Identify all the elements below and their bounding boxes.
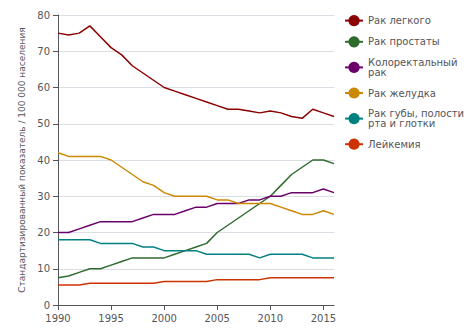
svg-text:Рак легкого: Рак легкого	[368, 15, 431, 26]
svg-text:2015: 2015	[311, 313, 336, 324]
svg-text:1990: 1990	[45, 313, 70, 324]
svg-text:Рак желудка: Рак желудка	[368, 88, 436, 99]
svg-text:2005: 2005	[205, 313, 230, 324]
svg-text:1995: 1995	[98, 313, 123, 324]
svg-text:Рак простаты: Рак простаты	[368, 36, 440, 47]
svg-text:10: 10	[37, 263, 50, 274]
svg-text:Колоректальный: Колоректальный	[368, 56, 458, 68]
svg-text:60: 60	[37, 82, 50, 93]
svg-text:рак: рак	[368, 67, 387, 78]
svg-text:Стандартизированный показатель: Стандартизированный показатель / 100 000…	[17, 27, 27, 292]
svg-text:2010: 2010	[258, 313, 283, 324]
svg-text:70: 70	[37, 46, 50, 57]
svg-text:Рак губы, полости: Рак губы, полости	[368, 108, 464, 120]
svg-text:Лейкемия: Лейкемия	[368, 139, 420, 150]
svg-text:0: 0	[44, 300, 50, 311]
svg-text:20: 20	[37, 227, 50, 238]
svg-text:2000: 2000	[151, 313, 176, 324]
svg-text:40: 40	[37, 155, 50, 166]
svg-text:50: 50	[37, 118, 50, 129]
svg-text:80: 80	[37, 10, 50, 21]
svg-text:рта и глотки: рта и глотки	[368, 118, 435, 129]
svg-text:30: 30	[37, 191, 50, 202]
